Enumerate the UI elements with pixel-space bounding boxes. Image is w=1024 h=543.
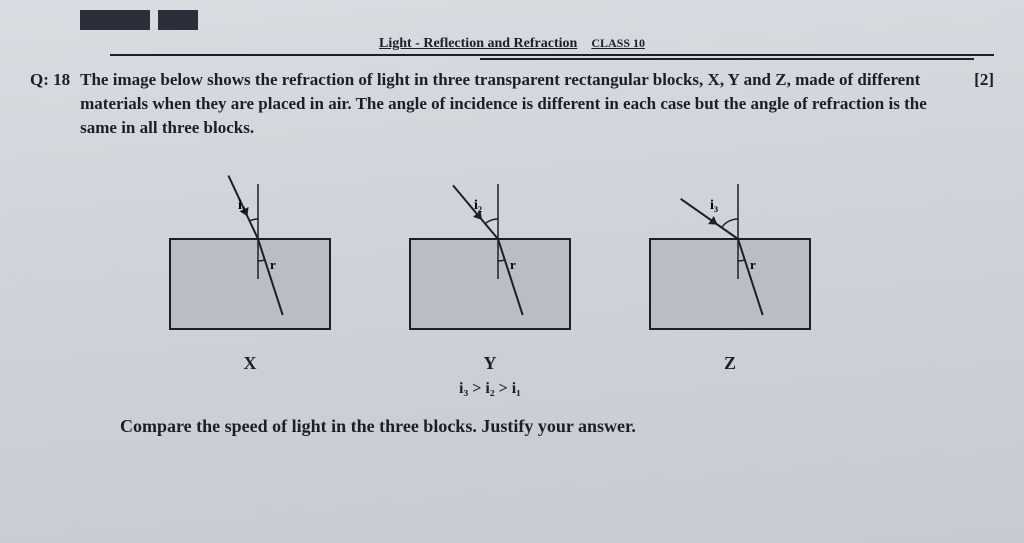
block-unit-z: i₃ r Z (630, 169, 830, 374)
inequality-text: i₃ > i₂ > i₁ (459, 380, 521, 398)
topic-title: Light - Reflection and Refraction (379, 36, 577, 51)
question-number: Q: 18 (30, 68, 70, 139)
incident-angle-label: i₃ (710, 198, 718, 213)
refraction-angle-label: r (270, 257, 276, 272)
block-unit-y: i₂ r Yi₃ > i₂ > i₁ (390, 169, 590, 398)
block-label: Z (724, 353, 736, 374)
incident-angle-label: i₂ (474, 198, 482, 213)
question-block: Q: 18 The image below shows the refracti… (30, 68, 994, 139)
question-text: The image below shows the refraction of … (80, 68, 958, 139)
refraction-angle-label: r (750, 257, 756, 272)
block-rect (170, 239, 330, 329)
incidence-arc (485, 219, 498, 224)
refraction-angle-label: r (510, 257, 516, 272)
incidence-arc (722, 219, 738, 228)
arrowhead-icon (708, 216, 717, 225)
incident-angle-label: i₁ (238, 198, 246, 213)
diagram-row: i₁ r X i₂ r Yi₃ > i₂ > i₁ i₃ r Z (150, 169, 994, 398)
block-rect (650, 239, 810, 329)
block-label: X (244, 353, 257, 374)
chapter-header: Light - Reflection and Refraction CLASS … (30, 36, 994, 52)
question-marks: [2] (968, 68, 994, 139)
followup-text: Compare the speed of light in the three … (120, 416, 994, 437)
incidence-arc (250, 219, 258, 221)
refraction-diagram: i₁ r (150, 169, 350, 349)
divider-1 (110, 54, 994, 56)
block-unit-x: i₁ r X (150, 169, 350, 374)
refraction-diagram: i₃ r (630, 169, 830, 349)
top-color-blocks (30, 10, 994, 30)
class-label: CLASS 10 (591, 36, 645, 50)
refraction-diagram: i₂ r (390, 169, 590, 349)
divider-2 (480, 58, 974, 60)
block-rect (410, 239, 570, 329)
block-label: Y (484, 353, 497, 374)
